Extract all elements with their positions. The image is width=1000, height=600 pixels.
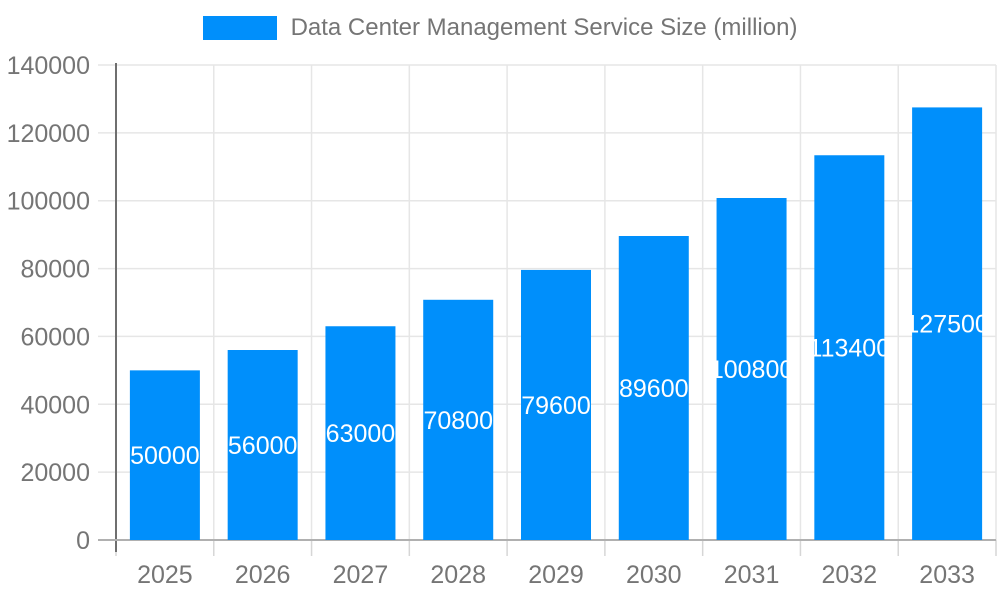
bar-value-label: 63000 [326, 420, 396, 448]
legend: Data Center Management Service Size (mil… [0, 14, 1000, 42]
x-axis-category-label: 2033 [919, 561, 975, 589]
y-axis-tick-label: 40000 [20, 391, 90, 419]
x-axis-category-label: 2031 [724, 561, 780, 589]
y-axis-tick-label: 60000 [20, 323, 90, 351]
bar-value-label: 70800 [423, 407, 493, 435]
bar-2033[interactable] [912, 107, 983, 541]
bar-2031[interactable] [716, 198, 787, 540]
x-axis-category-label: 2032 [822, 561, 878, 589]
legend-swatch-icon [202, 16, 277, 40]
bar-2032[interactable] [814, 155, 885, 540]
y-axis-tick-label: 120000 [7, 120, 90, 148]
y-axis-tick-label: 80000 [20, 256, 90, 284]
x-axis-category-label: 2025 [137, 561, 193, 589]
x-axis-category-label: 2028 [430, 561, 486, 589]
bar-value-label: 113400 [809, 335, 891, 363]
y-axis-tick-label: 100000 [7, 188, 90, 216]
bar-2026[interactable] [227, 350, 298, 540]
bar-2028[interactable] [423, 299, 494, 540]
bar-value-label: 89600 [619, 375, 689, 403]
bar-value-label: 127500 [905, 311, 988, 339]
bar-2029[interactable] [521, 269, 591, 540]
legend-label: Data Center Management Service Size (mil… [290, 14, 798, 41]
bar-value-label: 100800 [710, 356, 793, 384]
bar-2030[interactable] [618, 236, 689, 540]
bar-2025[interactable] [129, 370, 200, 540]
x-axis-category-label: 2030 [626, 561, 682, 589]
bar-value-label: 50000 [130, 442, 200, 470]
bar-value-label: 56000 [228, 432, 298, 460]
y-axis-tick-label: 20000 [20, 459, 90, 487]
x-axis-category-label: 2029 [528, 561, 584, 589]
x-axis-category-label: 2026 [235, 561, 291, 589]
bar-value-label: 79600 [521, 392, 591, 420]
x-axis-category-label: 2027 [333, 561, 389, 589]
bar-2027[interactable] [325, 326, 396, 540]
y-axis-tick-label: 140000 [7, 52, 90, 80]
y-axis-tick-label: 0 [76, 527, 90, 555]
legend-item[interactable]: Data Center Management Service Size (mil… [202, 14, 798, 42]
